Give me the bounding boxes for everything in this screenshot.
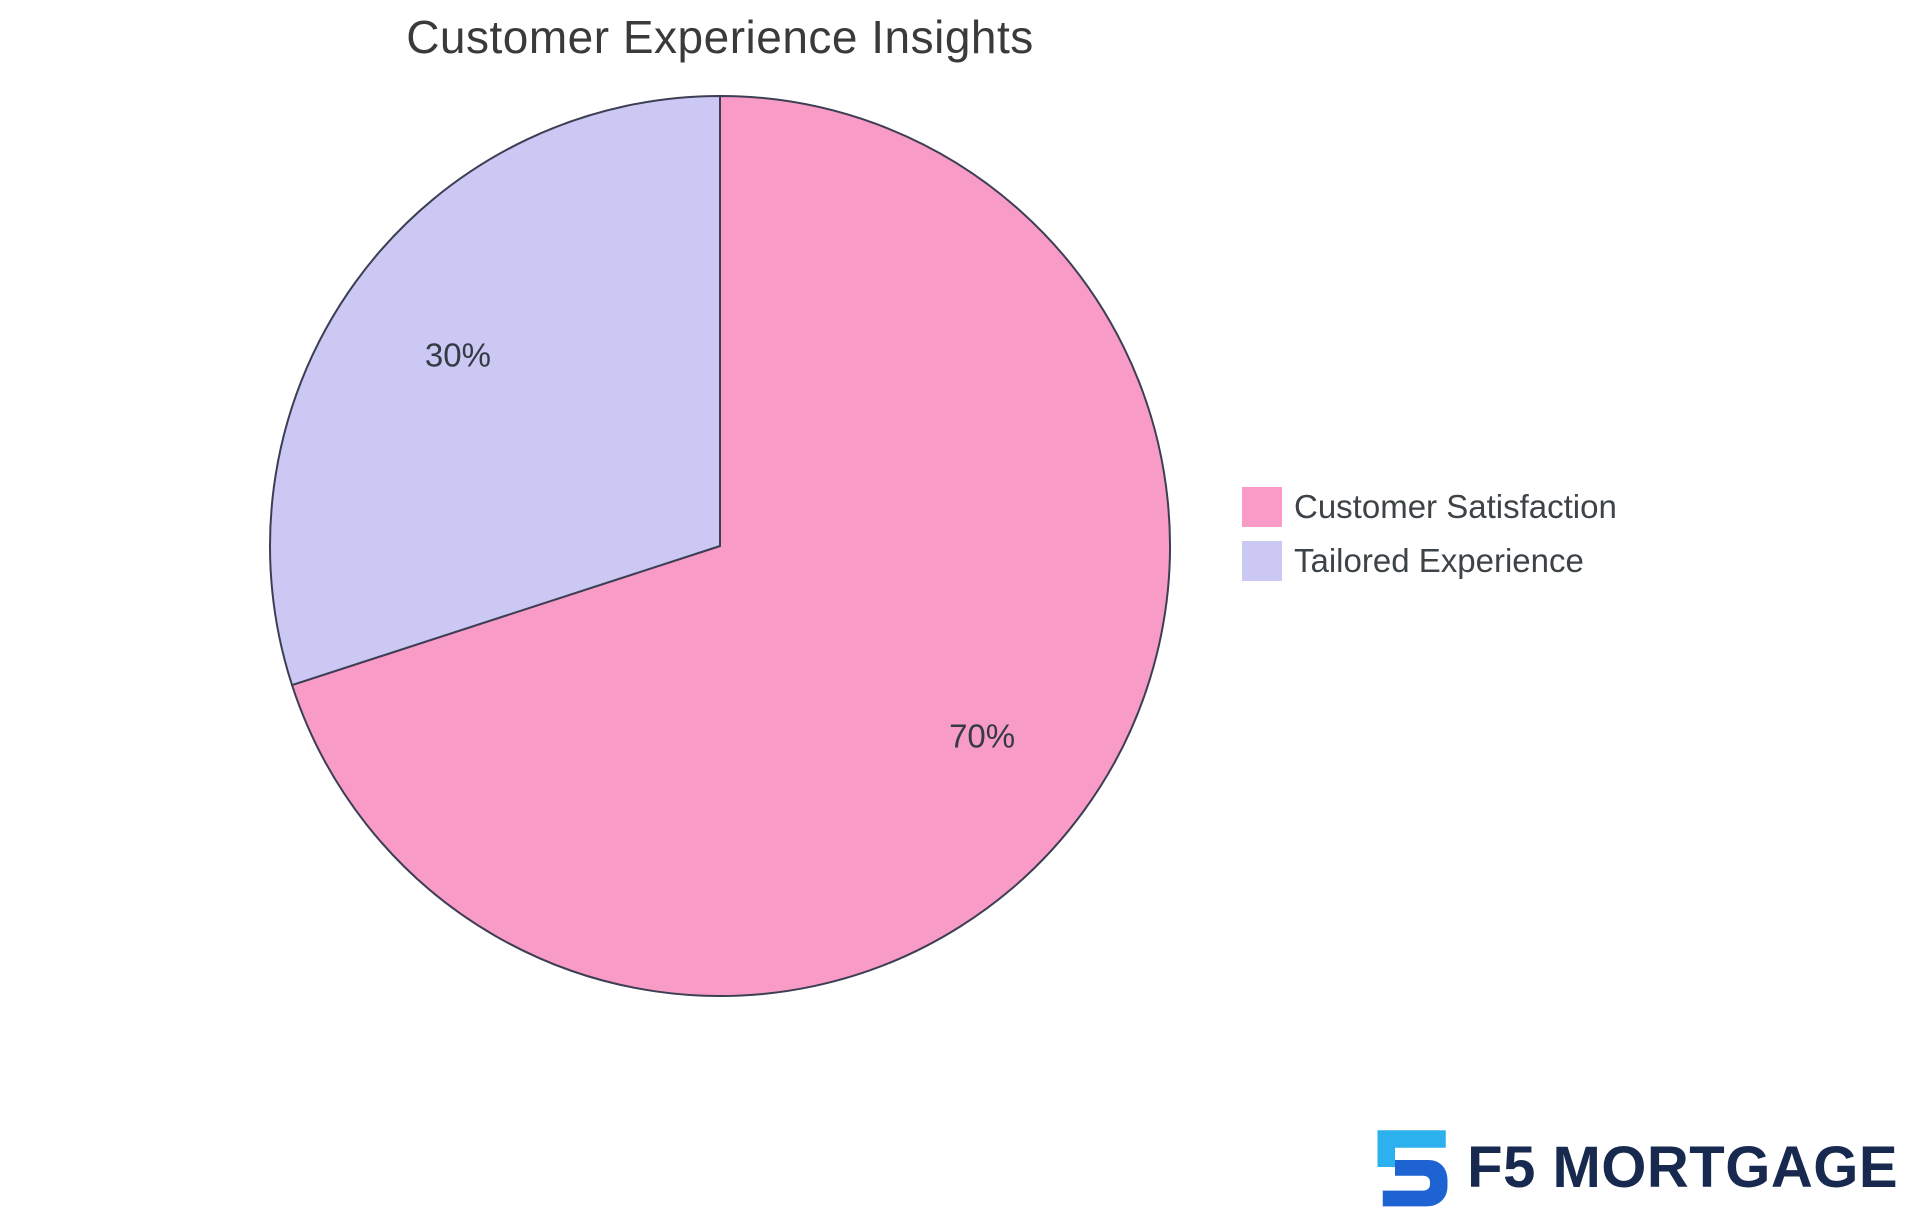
legend-label: Customer Satisfaction: [1294, 488, 1617, 525]
legend-label: Tailored Experience: [1294, 542, 1584, 579]
legend: Customer Satisfaction Tailored Experienc…: [1242, 487, 1617, 581]
brand-logo: F5 MORTGAGE: [1367, 1125, 1898, 1209]
legend-item-tailored-experience: Tailored Experience: [1242, 541, 1617, 581]
logo-mark-body: [1382, 1160, 1448, 1207]
pie-slice-1: [269, 95, 721, 687]
legend-item-customer-satisfaction: Customer Satisfaction: [1242, 487, 1617, 527]
legend-swatch-tailored-experience: [1242, 541, 1282, 581]
logo-mark-top: [1377, 1130, 1446, 1167]
pie-chart: 70% 30%: [269, 95, 1171, 997]
pie-slice-label-1: 30%: [425, 337, 491, 374]
logo-text: F5 MORTGAGE: [1467, 1134, 1898, 1200]
pie-slice-0: [291, 95, 1171, 997]
f5-mortgage-logo-icon: [1377, 1130, 1448, 1207]
pie-slice-label-0: 70%: [949, 717, 1015, 754]
chart-title: Customer Experience Insights: [406, 11, 1034, 63]
legend-swatch-customer-satisfaction: [1242, 487, 1282, 527]
